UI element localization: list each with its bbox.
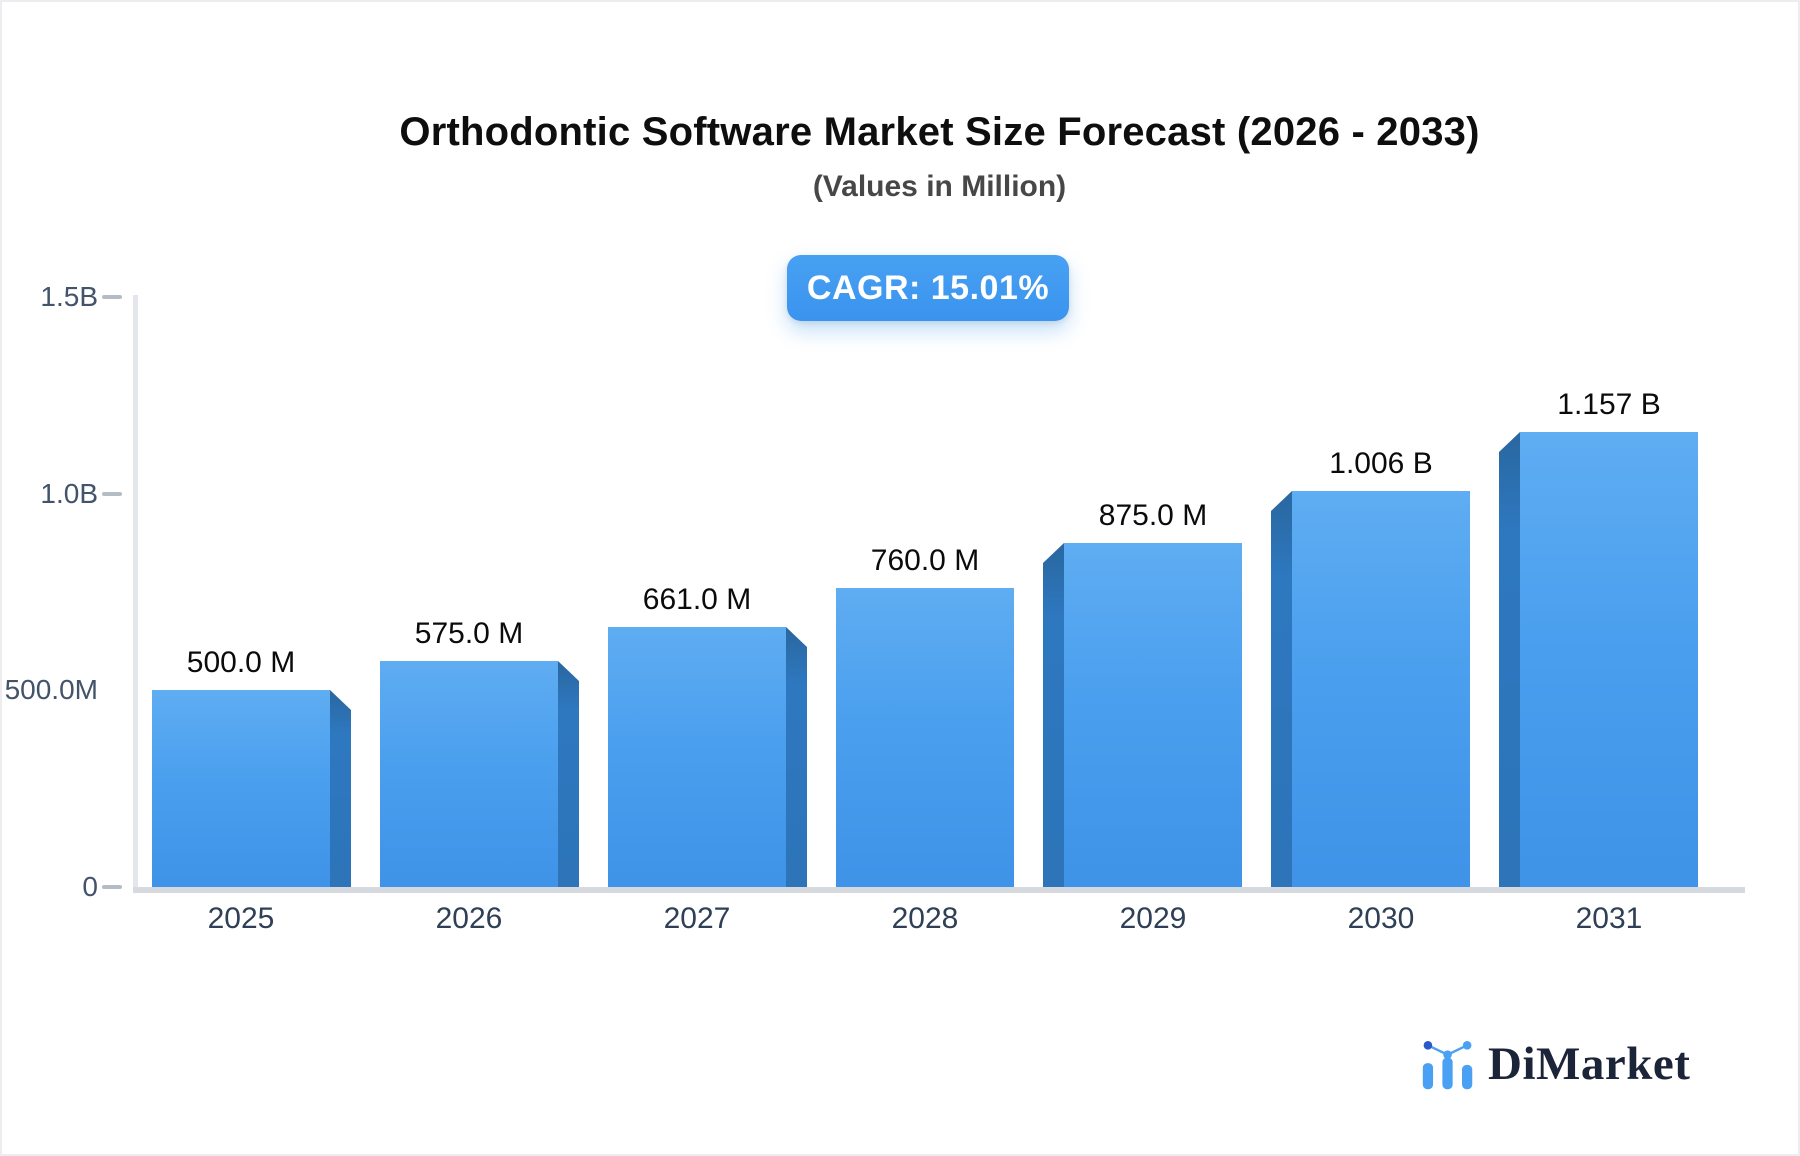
bar-value-label: 875.0 M: [1098, 499, 1208, 532]
x-tick-label: 2031: [1575, 902, 1643, 935]
y-tick-dash: [102, 295, 122, 299]
bar-side: [558, 661, 579, 887]
x-tick-label: 2028: [891, 902, 959, 935]
bar-value-label: 661.0 M: [642, 583, 752, 616]
bar-side: [786, 627, 807, 887]
y-tick-dash: [102, 885, 122, 889]
y-tick-label: 1.5B: [40, 281, 98, 312]
bar[interactable]: [380, 661, 558, 887]
bar[interactable]: [1292, 491, 1470, 887]
chart-title: Orthodontic Software Market Size Forecas…: [399, 110, 1480, 154]
brand-name: DiMarket: [1488, 1038, 1691, 1090]
x-tick-label: 2027: [663, 902, 731, 935]
bar[interactable]: [1520, 432, 1698, 887]
bar-value-label: 760.0 M: [870, 544, 980, 577]
x-tick-label: 2030: [1347, 902, 1415, 935]
bar-side: [330, 690, 351, 887]
x-tick-label: 2029: [1119, 902, 1187, 935]
y-tick-dash: [102, 491, 122, 496]
bar[interactable]: [1064, 543, 1242, 887]
y-tick-label: 1.0B: [40, 477, 98, 509]
bar[interactable]: [152, 690, 330, 887]
y-tick-label: 0: [82, 871, 98, 902]
dimarket-icon: [1422, 1041, 1473, 1090]
bar-value-label: 1.157 B: [1557, 388, 1661, 421]
bar-side: [1499, 432, 1520, 887]
bar-side: [1271, 491, 1292, 887]
x-tick-label: 2025: [207, 902, 275, 935]
x-axis-line: [133, 887, 1745, 893]
bar-value-label: 1.006 B: [1329, 447, 1433, 480]
chart-subtitle: (Values in Million): [812, 170, 1067, 203]
bar[interactable]: [836, 588, 1014, 887]
brand-logo: DiMarket: [1420, 1032, 1690, 1096]
bar[interactable]: [608, 627, 786, 887]
y-axis-line: [133, 295, 138, 893]
x-tick-label: 2026: [435, 902, 503, 935]
y-tick-label: 500.0M: [4, 674, 98, 706]
bar-value-label: 500.0 M: [186, 646, 296, 679]
bar-value-label: 575.0 M: [414, 617, 524, 650]
cagr-badge: CAGR: 15.01%: [787, 255, 1069, 321]
bar-side: [1043, 543, 1064, 887]
